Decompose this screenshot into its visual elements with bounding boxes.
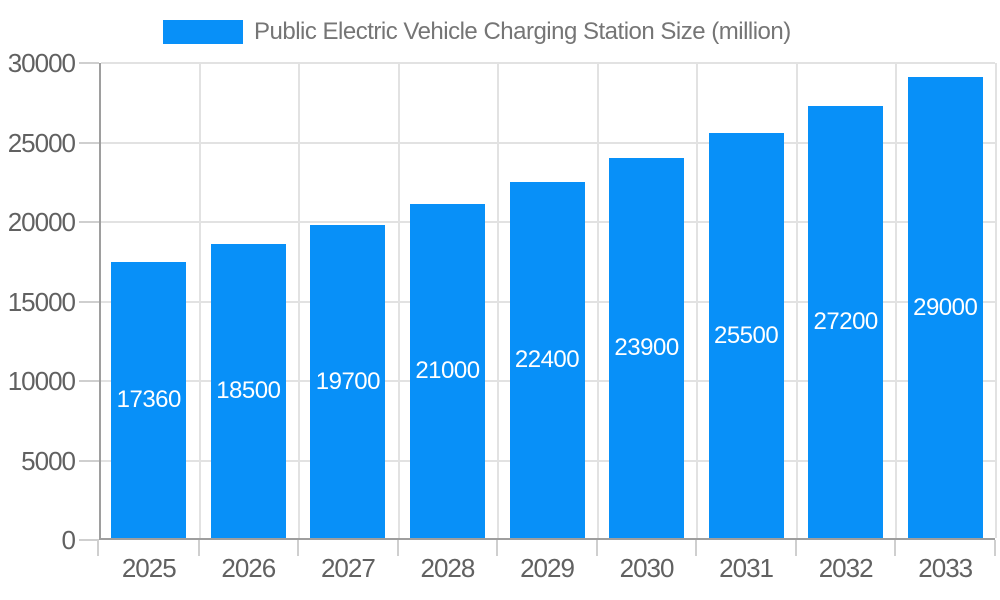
chart-legend: Public Electric Vehicle Charging Station… (163, 18, 791, 46)
y-tick-label: 20000 (7, 207, 76, 237)
x-tick-mark (297, 540, 300, 556)
bar-value-label: 17360 (116, 386, 182, 413)
bar-value-label: 25500 (713, 321, 779, 349)
x-gridline (298, 63, 301, 538)
x-gridline (497, 63, 500, 538)
bar: 17360 (111, 262, 187, 538)
bar: 27200 (808, 106, 884, 538)
x-tick-label: 2026 (221, 553, 276, 583)
x-tick-label: 2030 (619, 553, 675, 583)
y-tick-mark (79, 221, 99, 223)
y-tick-mark (79, 459, 99, 462)
bar-value-label: 27200 (813, 308, 879, 335)
legend-swatch-icon (163, 20, 243, 44)
x-tick-mark (197, 540, 200, 556)
y-tick-mark (79, 539, 99, 541)
x-gridline (995, 63, 997, 538)
x-tick-mark (894, 540, 897, 556)
x-tick-label: 2029 (520, 553, 575, 583)
y-tick-label: 0 (61, 525, 76, 555)
x-tick-mark (396, 540, 399, 556)
x-tick-label: 2031 (719, 553, 774, 583)
y-gridline (101, 141, 995, 144)
x-gridline (895, 63, 898, 538)
x-tick-mark (794, 540, 797, 556)
y-tick-label: 30000 (7, 48, 76, 78)
y-tick-label: 15000 (7, 286, 76, 317)
y-tick-label: 10000 (7, 366, 76, 396)
x-tick-mark (496, 540, 499, 556)
y-tick-mark (79, 380, 99, 382)
y-tick-mark (79, 300, 99, 303)
bar: 22400 (509, 182, 585, 538)
x-tick-label: 2033 (918, 553, 973, 583)
x-tick-mark (595, 540, 598, 556)
y-tick-mark (79, 141, 99, 144)
bar: 25500 (708, 133, 784, 538)
y-tick-mark (79, 62, 99, 64)
x-tick-mark (695, 540, 698, 556)
bar-value-label: 19700 (315, 367, 381, 395)
legend-series-label: Public Electric Vehicle Charging Station… (254, 18, 791, 45)
bar-value-label: 21000 (415, 357, 480, 384)
bar: 29000 (907, 77, 983, 538)
x-tick-mark (97, 540, 99, 556)
x-tick-label: 2028 (420, 553, 476, 583)
y-tick-label: 5000 (21, 445, 76, 476)
x-tick-label: 2025 (121, 553, 177, 583)
bar-value-label: 22400 (514, 346, 580, 373)
x-tick-mark (994, 540, 996, 556)
legend-item[interactable]: Public Electric Vehicle Charging Station… (163, 18, 791, 46)
x-gridline (198, 63, 201, 538)
bar: 21000 (409, 204, 485, 538)
bar-value-label: 23900 (614, 334, 679, 361)
x-gridline (795, 63, 798, 538)
bar-value-label: 18500 (216, 377, 281, 404)
bar: 19700 (310, 225, 386, 538)
x-gridline (596, 63, 599, 538)
x-gridline (696, 63, 699, 538)
x-tick-label: 2032 (818, 553, 874, 583)
bar-value-label: 29000 (913, 293, 978, 321)
y-tick-label: 25000 (7, 127, 76, 158)
x-gridline (397, 63, 400, 538)
y-gridline (101, 62, 995, 64)
x-tick-label: 2027 (320, 553, 376, 583)
bar: 18500 (210, 244, 286, 538)
plot-area: 17360 18500 19700 21000 22400 23900 25500 27200… (99, 62, 997, 540)
bar: 23900 (609, 158, 685, 538)
